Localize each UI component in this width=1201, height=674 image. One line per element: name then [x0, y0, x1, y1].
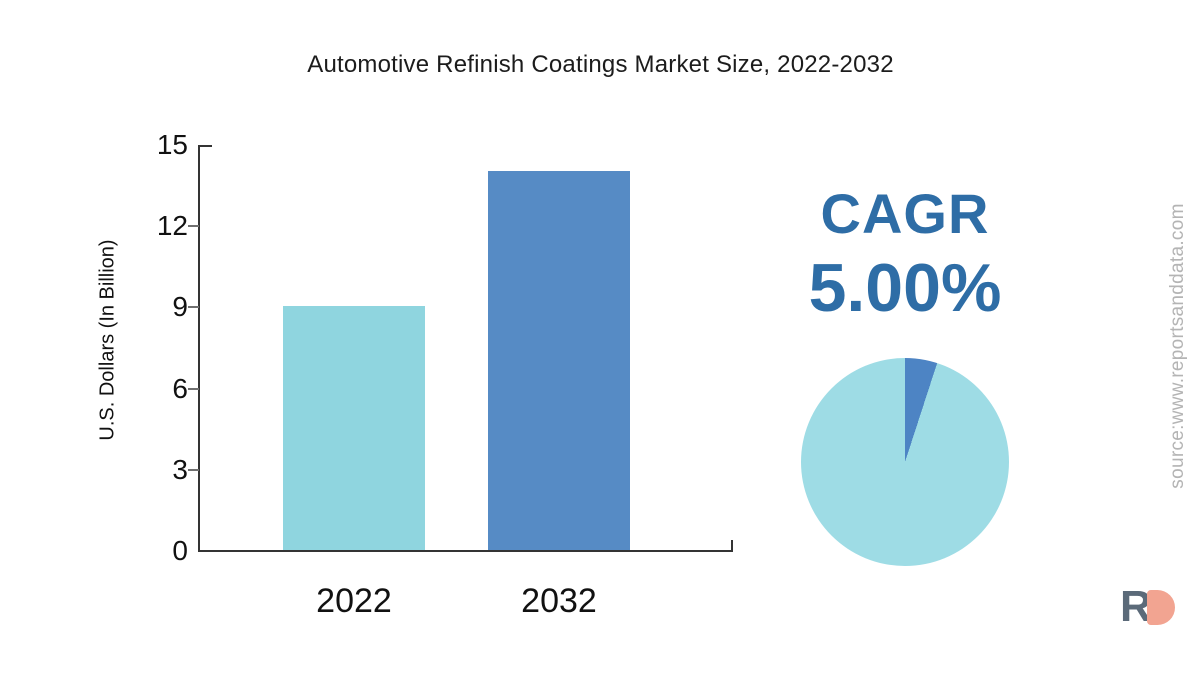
bar-2022 [283, 306, 425, 550]
y-tick-mark [188, 225, 199, 228]
logo-letter-r: R [1120, 582, 1152, 631]
x-tick-label: 2022 [316, 582, 392, 620]
cagr-block: CAGR 5.00% [745, 182, 1065, 326]
y-axis-end-cap [200, 145, 212, 147]
source-text: source:www.reportsanddata.com [1167, 203, 1188, 489]
brand-logo: R [1120, 582, 1175, 631]
chart-title: Automotive Refinish Coatings Market Size… [307, 51, 894, 78]
x-axis-end-cap [731, 540, 733, 552]
y-tick-label: 12 [156, 210, 188, 242]
y-tick-label: 15 [156, 129, 188, 160]
bar-2032 [488, 171, 630, 550]
pie-chart [801, 358, 1009, 566]
y-tick-mark [188, 387, 199, 390]
y-axis-line [198, 145, 200, 552]
y-tick-label: 0 [172, 535, 188, 566]
logo-letter-d-shape [1146, 590, 1175, 625]
y-tick-label: 6 [172, 372, 188, 404]
y-axis-label: U.S. Dollars (In Billion) [96, 239, 119, 441]
y-tick-label: 3 [172, 453, 188, 485]
y-tick-mark [188, 468, 199, 471]
y-tick-label: 9 [172, 291, 188, 323]
cagr-value: 5.00% [808, 250, 1002, 326]
y-tick-mark [188, 306, 199, 309]
cagr-label: CAGR [820, 182, 990, 245]
x-axis-line [198, 550, 733, 552]
x-tick-label: 2032 [521, 582, 597, 620]
